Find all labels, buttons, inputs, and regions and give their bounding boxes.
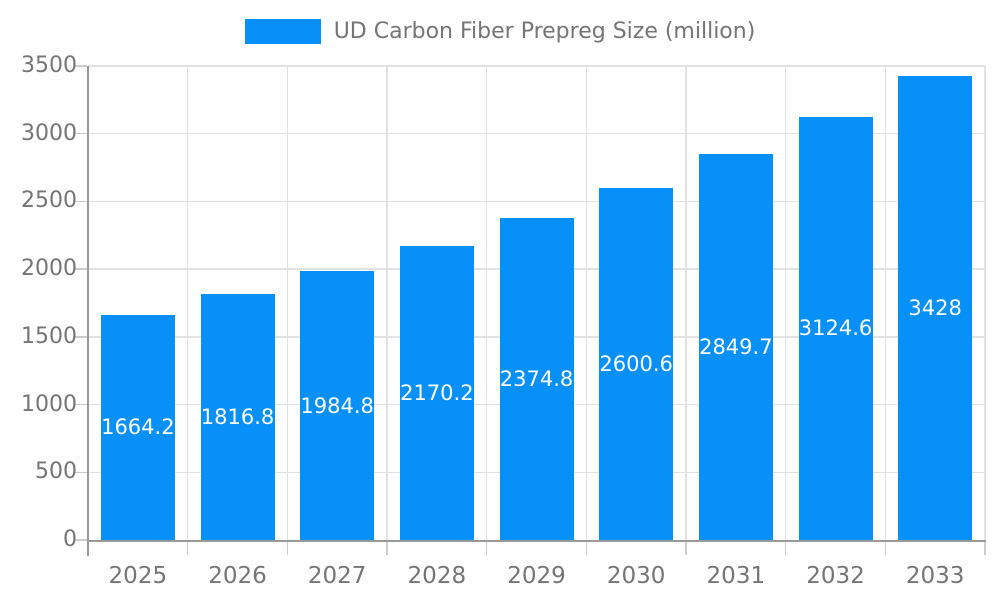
y-axis-tick: [75, 132, 87, 135]
x-axis-tick-label-text: 2026: [208, 563, 267, 589]
x-gridline: [186, 66, 189, 540]
x-axis-tick: [186, 542, 189, 555]
x-axis-tick-label: 2025: [88, 561, 188, 591]
y-axis-tick-label: 2500: [0, 188, 77, 214]
x-gridline: [286, 66, 289, 540]
x-gridline: [884, 66, 887, 540]
x-axis-tick: [286, 542, 289, 555]
x-axis-tick-label-text: 2027: [307, 563, 367, 589]
x-gridline: [386, 66, 388, 540]
y-gridline: [88, 132, 985, 135]
y-axis-tick: [75, 403, 87, 406]
bar-2027-text: 1984.8: [300, 393, 374, 418]
x-axis-tick-label: 2032: [786, 561, 886, 591]
x-axis-tick-label: 2030: [586, 561, 686, 591]
x-axis-tick: [784, 542, 787, 555]
x-axis-tick-label-text: 2031: [706, 563, 766, 589]
x-gridline: [784, 66, 787, 540]
y-axis-tick-label-text: 3500: [21, 53, 77, 78]
bar-2027[interactable]: 1984.8: [300, 271, 375, 540]
legend-swatch: [244, 19, 321, 44]
x-axis-tick-label: 2033: [885, 561, 985, 591]
x-axis-tick-label: 2027: [287, 561, 387, 591]
y-axis-tick: [75, 200, 87, 203]
y-axis-tick-label-text: 500: [35, 459, 77, 485]
x-axis-tick-label-text: 2025: [108, 563, 168, 589]
y-axis-tick-label: 3000: [0, 121, 77, 147]
x-axis-tick-label: 2026: [188, 561, 288, 591]
bar-2031-text: 2849.7: [699, 335, 773, 360]
bar-2026[interactable]: 1816.8: [200, 293, 275, 540]
y-axis-tick-label-text: 0: [63, 527, 77, 552]
bar-2026-text: 1816.8: [200, 404, 275, 429]
y-gridline: [88, 200, 985, 203]
bar-2028[interactable]: 2170.2: [399, 246, 474, 540]
bar-2030[interactable]: 2600.6: [599, 187, 674, 540]
x-axis-tick-label: 2031: [686, 561, 786, 591]
y-axis-tick: [75, 65, 87, 67]
y-axis-tick: [75, 471, 87, 474]
bar-2030-text: 2600.6: [599, 351, 673, 376]
x-axis-tick: [485, 542, 488, 555]
x-axis-tick-label-text: 2029: [507, 563, 566, 589]
x-axis-tick: [984, 542, 986, 555]
bar-2028-text: 2170.2: [400, 381, 474, 406]
y-axis-tick-label: 500: [0, 459, 77, 485]
x-axis-tick-label: 2029: [487, 561, 587, 591]
bar-2033-text: 3428: [908, 295, 962, 320]
y-axis-tick-label-text: 3000: [21, 120, 77, 146]
bar-2032[interactable]: 3124.6: [798, 116, 873, 540]
y-axis-tick-label: 1000: [0, 392, 77, 418]
bar-2025-text: 1664.2: [101, 415, 175, 440]
y-axis-line: [87, 66, 89, 556]
y-axis-tick: [75, 336, 87, 338]
bar-2029[interactable]: 2374.8: [499, 218, 574, 540]
y-axis-tick-label: 0: [0, 527, 77, 553]
x-axis-line: [87, 540, 986, 542]
x-gridline: [685, 66, 687, 540]
x-axis-tick-label-text: 2028: [407, 563, 467, 589]
x-gridline: [585, 66, 588, 540]
y-axis-tick-label: 1500: [0, 324, 77, 350]
bar-2031[interactable]: 2849.7: [698, 154, 773, 540]
y-axis-tick-label-text: 1000: [21, 391, 77, 417]
x-axis-tick: [386, 542, 388, 555]
bar-2025[interactable]: 1664.2: [100, 314, 175, 540]
bar-2032-text: 3124.6: [798, 316, 873, 341]
y-axis-tick-label: 3500: [0, 53, 77, 79]
y-axis-tick-label-text: 1500: [21, 323, 77, 349]
y-axis-tick: [75, 268, 87, 270]
y-gridline: [88, 65, 985, 67]
y-axis-tick: [75, 539, 87, 541]
x-gridline: [485, 66, 488, 540]
bar-2033[interactable]: 3428: [898, 75, 973, 540]
x-axis-tick: [685, 542, 687, 555]
x-axis-tick: [884, 542, 887, 555]
legend[interactable]: UD Carbon Fiber Prepreg Size (million): [0, 19, 1000, 44]
bar-2029-text: 2374.8: [499, 367, 574, 392]
y-axis-tick-label: 2000: [0, 256, 77, 282]
y-axis-tick-label-text: 2000: [21, 256, 77, 282]
x-gridline: [984, 66, 986, 540]
x-axis-tick-label-text: 2030: [606, 563, 666, 589]
y-axis-tick-label-text: 2500: [21, 188, 77, 214]
x-axis-tick: [585, 542, 588, 555]
x-axis-tick-label: 2028: [387, 561, 487, 591]
x-axis-tick-label-text: 2033: [905, 563, 965, 589]
legend-label: UD Carbon Fiber Prepreg Size (million): [333, 19, 756, 44]
x-axis-tick-label-text: 2032: [806, 563, 865, 589]
